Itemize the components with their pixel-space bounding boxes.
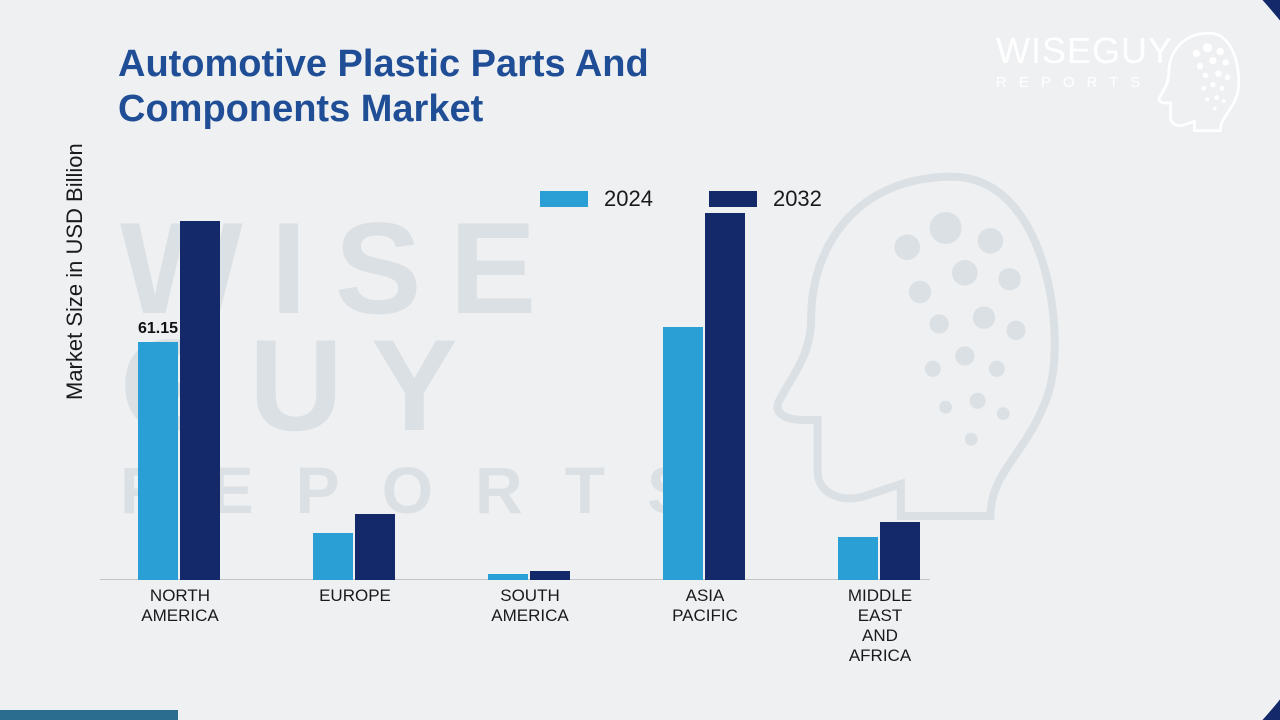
- chart-title: Automotive Plastic Parts And Components …: [118, 42, 758, 132]
- logo-word-wise: WISE: [996, 30, 1092, 71]
- bar-series-a: [838, 537, 878, 580]
- bar-series-b: [180, 221, 220, 580]
- bar-series-b: [705, 213, 745, 580]
- bar-series-a: [663, 327, 703, 581]
- wiseguy-logo: WISEGUY REPORTS: [996, 30, 1246, 140]
- logo-head-icon: [1154, 28, 1246, 132]
- bar-value-label: 61.15: [138, 320, 178, 338]
- y-axis-label: Market Size in USD Billion: [62, 143, 88, 400]
- category-label: EUROPE: [280, 586, 430, 606]
- bar-series-a: [488, 574, 528, 580]
- category-label: NORTH AMERICA: [105, 586, 255, 626]
- category-label: ASIA PACIFIC: [630, 586, 780, 626]
- category-label: MIDDLE EAST AND AFRICA: [805, 586, 955, 666]
- canvas: WISE GUY REPORTS Automotive Plastic Part…: [0, 0, 1280, 720]
- bar-series-b: [355, 514, 395, 580]
- bottom-accent-bar: [0, 710, 178, 720]
- bar-series-a: 61.15: [138, 342, 178, 580]
- bar-series-b: [880, 522, 920, 581]
- category-label: SOUTH AMERICA: [455, 586, 605, 626]
- bar-series-b: [530, 571, 570, 580]
- bar-chart: 61.15NORTH AMERICAEUROPESOUTH AMERICAASI…: [100, 190, 930, 580]
- bar-series-a: [313, 533, 353, 580]
